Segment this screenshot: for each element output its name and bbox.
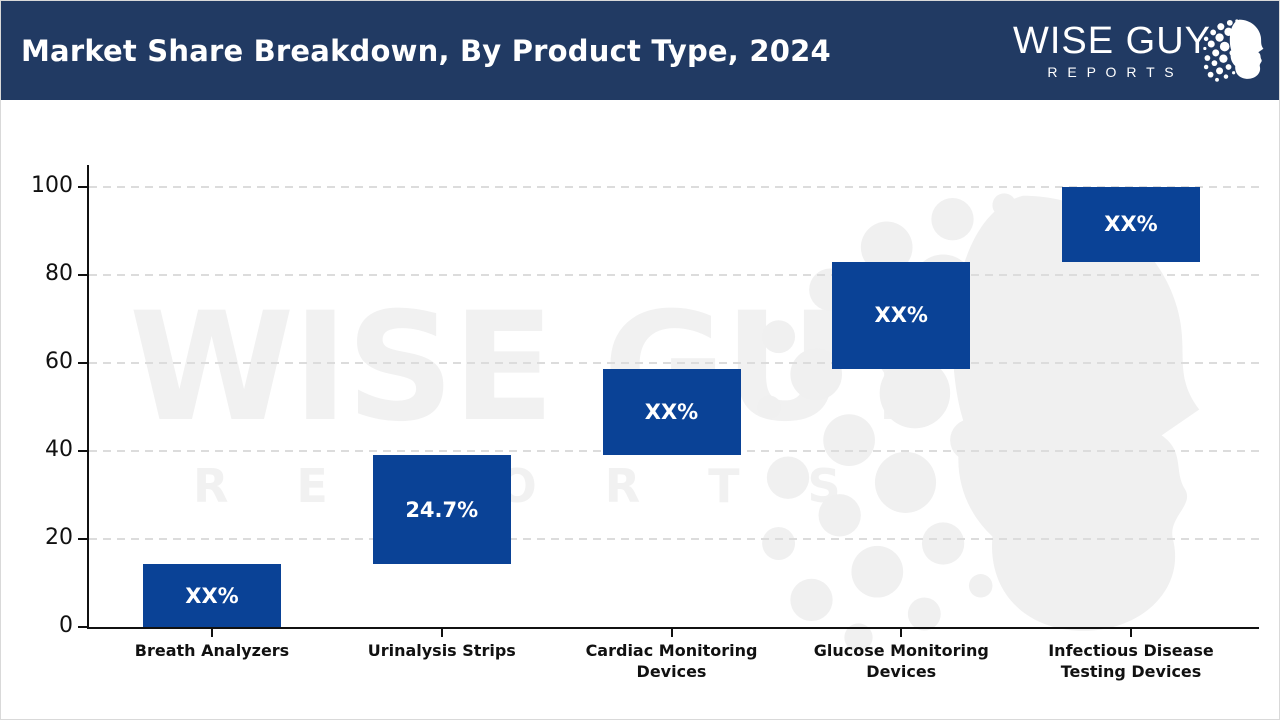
logo-text: WISE GUY R E P O R T S	[1013, 22, 1211, 80]
x-axis-line	[87, 627, 1259, 629]
x-axis-tick-mark	[1130, 629, 1132, 637]
y-axis-line	[87, 165, 89, 629]
header-bar: Market Share Breakdown, By Product Type,…	[1, 1, 1279, 100]
wiseguy-logo: WISE GUY R E P O R T S	[1013, 10, 1265, 92]
x-axis-category-label: Breath Analyzers	[134, 641, 290, 660]
x-axis-tick-mark	[670, 629, 673, 637]
logo-head-icon	[1203, 18, 1264, 82]
bar-segment: 24.7%	[372, 455, 511, 565]
bar-value-label: XX%	[185, 583, 239, 608]
bar-value-label: XX%	[644, 400, 699, 425]
y-axis-tick-label: 100	[31, 173, 73, 198]
x-axis-category-label: Urinalysis Strips	[367, 641, 516, 660]
y-axis-tick-label: 60	[45, 349, 73, 374]
y-axis-tick-mark	[78, 450, 87, 452]
logo-wordmark: WISE GUY	[1012, 19, 1211, 62]
x-axis-tick-mark	[211, 629, 213, 637]
x-axis-category-label: Infectious Disease Testing Devices	[1048, 641, 1214, 682]
y-axis-tick-mark	[78, 362, 87, 364]
x-axis-tick-mark	[900, 629, 903, 637]
gridline	[89, 186, 1259, 188]
y-axis-tick-mark	[78, 538, 87, 540]
bar-segment: XX%	[602, 369, 741, 456]
bar-segment: XX%	[832, 261, 971, 370]
y-axis-tick-label: 40	[45, 437, 73, 462]
bar-segment: XX%	[143, 564, 281, 627]
y-axis-tick-label: 0	[59, 613, 73, 638]
x-axis-category-label: Cardiac Monitoring Devices	[585, 641, 758, 682]
gridline	[89, 538, 1259, 540]
page-title: Market Share Breakdown, By Product Type,…	[21, 33, 831, 68]
x-axis-tick-mark	[440, 629, 443, 637]
y-axis-tick-label: 20	[45, 525, 73, 550]
y-axis-tick-mark	[78, 274, 87, 276]
bar-segment: XX%	[1062, 187, 1200, 262]
bar-value-label: 24.7%	[405, 497, 479, 522]
y-axis-tick-label: 80	[45, 261, 73, 286]
y-axis-tick-mark	[78, 186, 87, 188]
bar-value-label: XX%	[1104, 212, 1158, 237]
y-axis-tick-mark	[78, 626, 87, 628]
gridline	[89, 274, 1259, 276]
x-axis-category-label: Glucose Monitoring Devices	[813, 641, 989, 682]
gridline	[89, 362, 1259, 364]
bar-value-label: XX%	[874, 303, 928, 328]
logo-subtitle: R E P O R T S	[1047, 63, 1177, 80]
